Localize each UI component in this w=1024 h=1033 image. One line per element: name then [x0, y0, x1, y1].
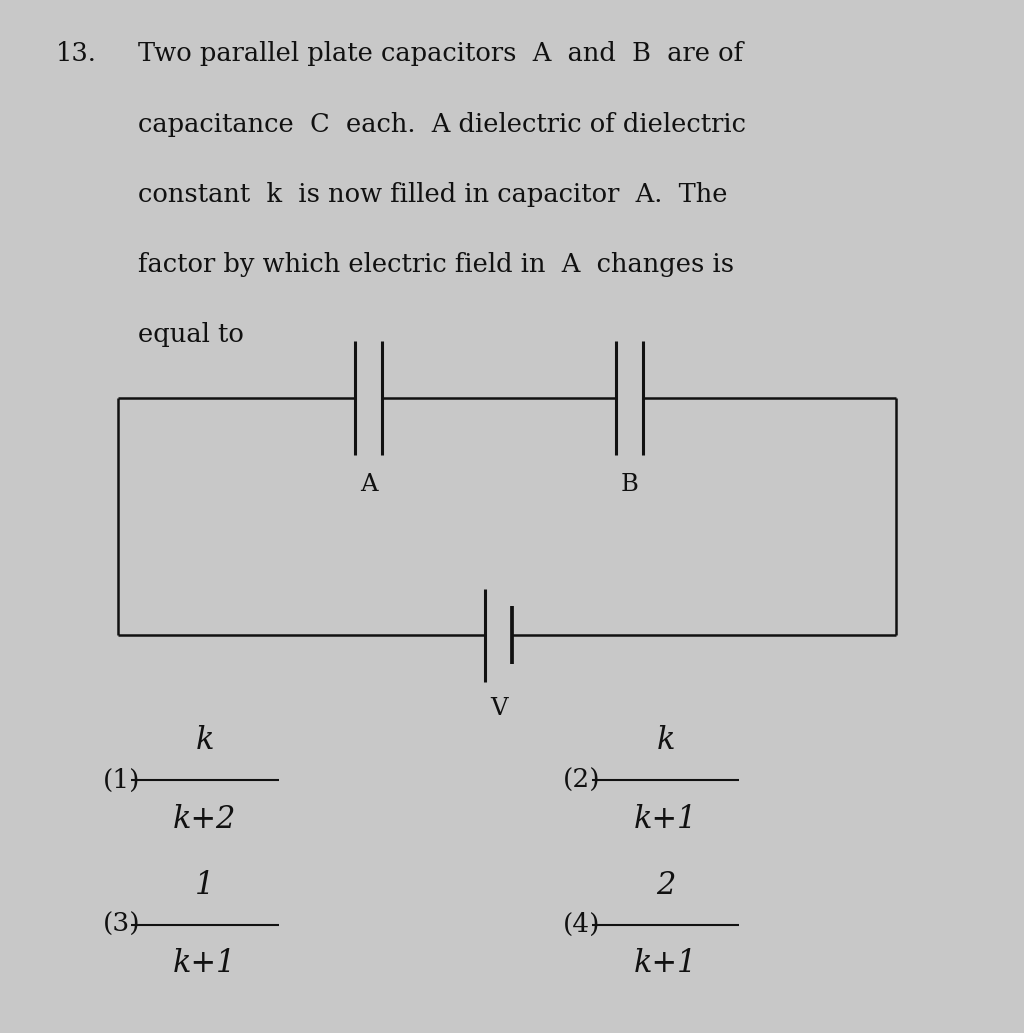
Text: Two parallel plate capacitors  A  and  B  are of: Two parallel plate capacitors A and B ar… [138, 41, 743, 66]
Text: 13.: 13. [56, 41, 97, 66]
Text: 2: 2 [656, 870, 675, 901]
Text: factor by which electric field in  A  changes is: factor by which electric field in A chan… [138, 252, 734, 277]
Text: k+2: k+2 [173, 804, 237, 835]
Text: (4): (4) [563, 912, 601, 937]
Text: A: A [359, 473, 378, 496]
Text: (1): (1) [102, 768, 140, 792]
Text: equal to: equal to [138, 322, 244, 347]
Text: capacitance  C  each.  A dielectric of dielectric: capacitance C each. A dielectric of diel… [138, 112, 746, 136]
Text: k: k [656, 725, 675, 756]
Text: k: k [196, 725, 214, 756]
Text: B: B [621, 473, 639, 496]
Text: k+1: k+1 [634, 804, 697, 835]
Text: k+1: k+1 [634, 948, 697, 979]
Text: 1: 1 [196, 870, 214, 901]
Text: (3): (3) [102, 912, 140, 937]
Text: V: V [489, 697, 508, 720]
Text: (2): (2) [563, 768, 601, 792]
Text: k+1: k+1 [173, 948, 237, 979]
Text: constant  k  is now filled in capacitor  A.  The: constant k is now filled in capacitor A.… [138, 182, 728, 207]
